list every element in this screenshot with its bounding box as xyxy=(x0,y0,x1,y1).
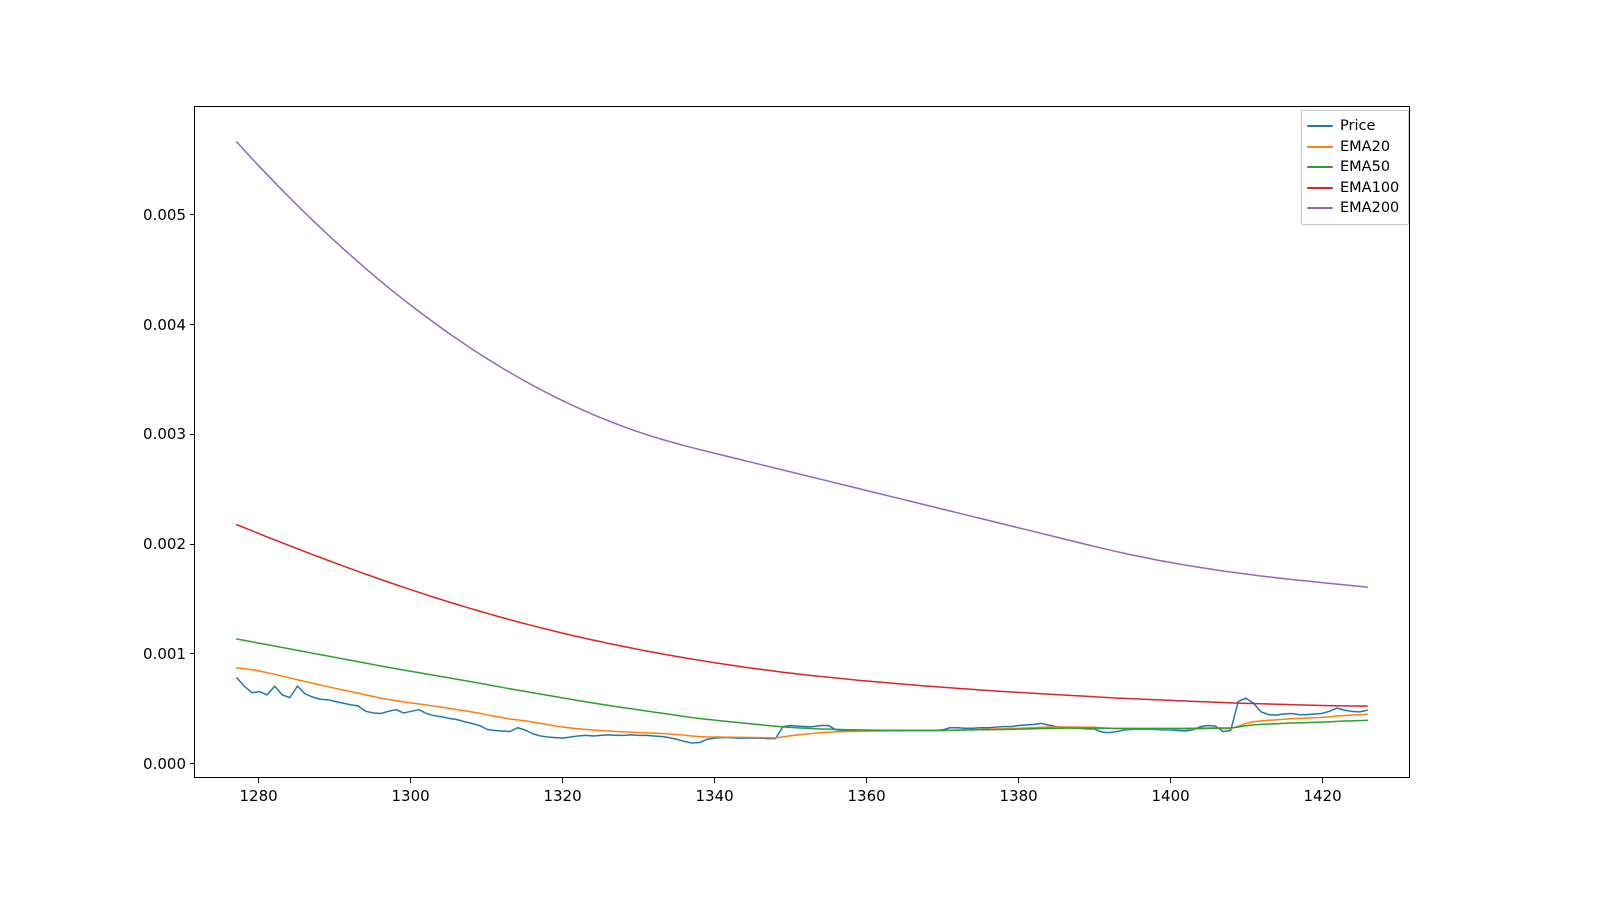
series-line-price xyxy=(237,678,1368,743)
x-tick-label: 1380 xyxy=(999,787,1038,805)
x-tickmark xyxy=(1018,778,1020,783)
x-tick-label: 1400 xyxy=(1151,787,1190,805)
x-tick-label: 1300 xyxy=(391,787,430,805)
x-tickmark xyxy=(410,778,412,783)
legend-label: Price xyxy=(1340,118,1376,134)
y-tickmark xyxy=(189,653,194,655)
legend-label: EMA200 xyxy=(1340,200,1400,216)
legend-color-swatch xyxy=(1307,166,1333,169)
y-tick-label: 0.004 xyxy=(143,315,186,334)
x-tick-label: 1320 xyxy=(543,787,582,805)
legend-item-ema100: EMA100 xyxy=(1307,178,1402,199)
chart-legend: Price EMA20 EMA50 EMA100 EMA200 xyxy=(1301,110,1409,225)
series-line-ema100 xyxy=(237,525,1368,707)
legend-color-swatch xyxy=(1307,186,1333,189)
y-tick-label: 0.001 xyxy=(143,644,186,663)
x-tickmark xyxy=(714,778,716,783)
x-tick-label: 1360 xyxy=(847,787,886,805)
legend-color-swatch xyxy=(1307,207,1333,210)
y-tickmark xyxy=(189,433,194,435)
x-tickmark xyxy=(866,778,868,783)
x-tick-label: 1340 xyxy=(695,787,734,805)
legend-label: EMA50 xyxy=(1340,159,1391,175)
y-tick-label: 0.003 xyxy=(143,425,186,444)
series-line-ema50 xyxy=(237,639,1368,730)
y-tickmark xyxy=(189,214,194,216)
x-tickmark xyxy=(562,778,564,783)
y-tick-label: 0.002 xyxy=(143,535,186,554)
x-tickmark xyxy=(1170,778,1172,783)
x-tickmark xyxy=(1322,778,1324,783)
chart-lines-svg xyxy=(195,107,1409,777)
legend-item-price: Price xyxy=(1307,116,1402,137)
legend-color-swatch xyxy=(1307,145,1333,148)
legend-label: EMA20 xyxy=(1340,138,1391,155)
y-tickmark xyxy=(189,543,194,545)
legend-item-ema200: EMA200 xyxy=(1307,198,1402,219)
legend-label: EMA100 xyxy=(1340,179,1400,196)
x-tick-label: 1280 xyxy=(239,787,278,805)
series-line-ema200 xyxy=(237,142,1368,587)
legend-item-ema20: EMA20 xyxy=(1307,137,1402,158)
y-tickmark xyxy=(189,763,194,765)
y-tickmark xyxy=(189,323,194,326)
legend-color-swatch xyxy=(1307,125,1333,128)
x-tick-label: 1420 xyxy=(1303,787,1342,805)
legend-item-ema50: EMA50 xyxy=(1307,157,1402,178)
plot-axes xyxy=(194,106,1410,778)
x-tickmark xyxy=(258,778,260,783)
y-tick-label: 0.005 xyxy=(143,205,186,224)
y-tick-label: 0.000 xyxy=(143,754,186,773)
